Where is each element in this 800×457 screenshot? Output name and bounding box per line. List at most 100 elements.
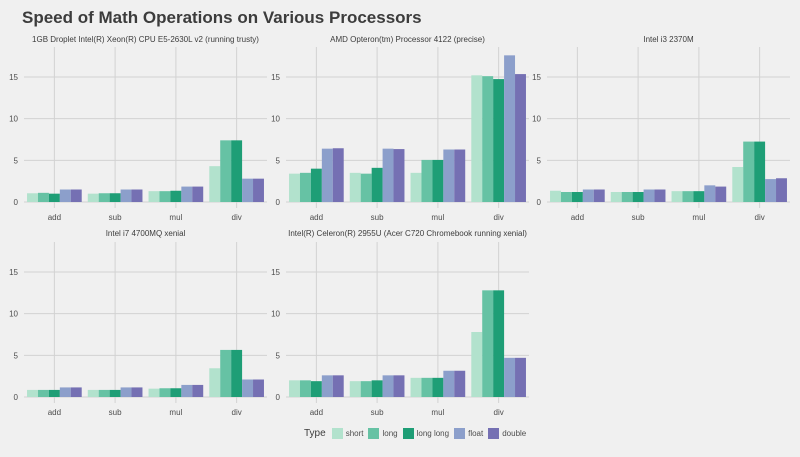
y-tick-label: 15 (532, 73, 541, 82)
bar-long-add (37, 389, 49, 397)
x-tick-label: div (494, 213, 504, 222)
y-tick-label: 0 (276, 198, 281, 207)
bar-long-long-sub (109, 193, 121, 202)
panel-title: AMD Opteron(tm) Processor 4122 (precise) (330, 35, 485, 44)
bar-float-add (582, 189, 594, 202)
bar-float-sub (382, 375, 394, 397)
bar-float-div (504, 55, 516, 203)
x-tick-label: add (310, 408, 323, 417)
bar-short-sub (349, 381, 361, 397)
bar-float-add (59, 189, 71, 202)
bar-long-long-div (754, 141, 766, 202)
panel-title: Intel i7 4700MQ xenial (106, 229, 186, 238)
bar-long-mul (682, 191, 694, 202)
bar-short-add (27, 389, 38, 397)
bar-short-div (471, 75, 483, 202)
bar-short-div (209, 166, 221, 202)
legend-label: short (345, 429, 364, 438)
bar-double-mul (715, 186, 727, 202)
bar-long-add (560, 192, 572, 202)
bar-double-sub (131, 189, 143, 202)
x-tick-label: div (494, 408, 504, 417)
y-tick-label: 10 (9, 310, 18, 319)
legend: Type short long long long float double (304, 428, 531, 439)
legend-title: Type (304, 428, 326, 439)
bar-long-mul (421, 377, 433, 397)
bar-long-long-add (310, 168, 322, 202)
x-tick-label: mul (169, 213, 182, 222)
bar-long-long-mul (432, 159, 444, 202)
bar-long-long-sub (371, 167, 383, 202)
bar-float-add (59, 387, 71, 397)
bar-short-sub (87, 389, 99, 397)
x-tick-label: add (48, 213, 61, 222)
bar-long-sub (360, 381, 372, 397)
y-tick-label: 10 (9, 115, 18, 124)
bar-long-long-mul (432, 377, 444, 397)
panel-title: Intel(R) Celeron(R) 2955U (Acer C720 Chr… (288, 229, 527, 238)
y-tick-label: 10 (532, 115, 541, 124)
bar-short-add (289, 173, 300, 202)
bar-float-mul (181, 186, 193, 202)
legend-swatch (488, 428, 500, 439)
bar-float-mul (704, 185, 716, 202)
bar-long-long-div (231, 140, 243, 202)
bar-double-mul (192, 186, 204, 202)
bar-double-div (515, 357, 526, 397)
bar-float-add (321, 148, 333, 202)
bar-double-mul (454, 149, 466, 202)
bar-long-long-mul (170, 190, 182, 202)
y-tick-label: 0 (14, 198, 19, 207)
bar-long-add (299, 172, 311, 202)
bar-double-div (515, 74, 526, 202)
bar-double-sub (393, 149, 405, 202)
bar-double-mul (454, 370, 466, 397)
bar-short-mul (671, 191, 683, 202)
x-tick-label: div (232, 213, 242, 222)
bar-long-add (37, 192, 49, 202)
bar-long-long-div (231, 349, 243, 397)
x-tick-label: mul (431, 408, 444, 417)
bar-long-div (482, 76, 494, 202)
chart-title: Speed of Math Operations on Various Proc… (22, 8, 422, 27)
y-tick-label: 15 (9, 73, 18, 82)
x-tick-label: add (571, 213, 584, 222)
x-tick-label: add (48, 408, 61, 417)
bar-long-sub (360, 173, 372, 202)
bar-short-div (209, 368, 221, 397)
bar-long-long-sub (632, 192, 644, 202)
legend-swatch (331, 428, 343, 439)
bar-short-mul (410, 377, 422, 397)
legend-item: short (331, 428, 364, 439)
y-tick-label: 0 (276, 393, 281, 402)
bar-float-div (504, 357, 516, 397)
bar-long-long-mul (170, 388, 182, 397)
bar-long-mul (421, 159, 433, 202)
bar-float-mul (443, 149, 455, 202)
y-tick-label: 0 (14, 393, 19, 402)
x-tick-label: sub (109, 213, 122, 222)
bar-long-mul (159, 388, 171, 397)
bar-double-add (593, 189, 605, 202)
panel-title: 1GB Droplet Intel(R) Xeon(R) CPU E5-2630… (32, 35, 259, 44)
bar-long-long-sub (109, 389, 121, 397)
legend-item: float (454, 428, 483, 439)
bar-short-add (27, 193, 38, 202)
bar-double-add (332, 148, 344, 202)
bar-float-sub (120, 189, 132, 202)
x-tick-label: mul (431, 213, 444, 222)
legend-item: long (368, 428, 398, 439)
bar-short-div (732, 167, 744, 202)
x-tick-label: div (232, 408, 242, 417)
y-tick-label: 5 (276, 351, 281, 360)
bar-short-mul (148, 388, 160, 397)
x-tick-label: sub (632, 213, 645, 222)
legend-swatch (402, 428, 414, 439)
bar-double-sub (654, 189, 666, 202)
bar-float-add (321, 375, 333, 397)
legend-item: long long (402, 428, 449, 439)
bar-double-sub (131, 387, 143, 397)
bar-double-div (253, 178, 264, 202)
bar-long-div (743, 141, 755, 202)
